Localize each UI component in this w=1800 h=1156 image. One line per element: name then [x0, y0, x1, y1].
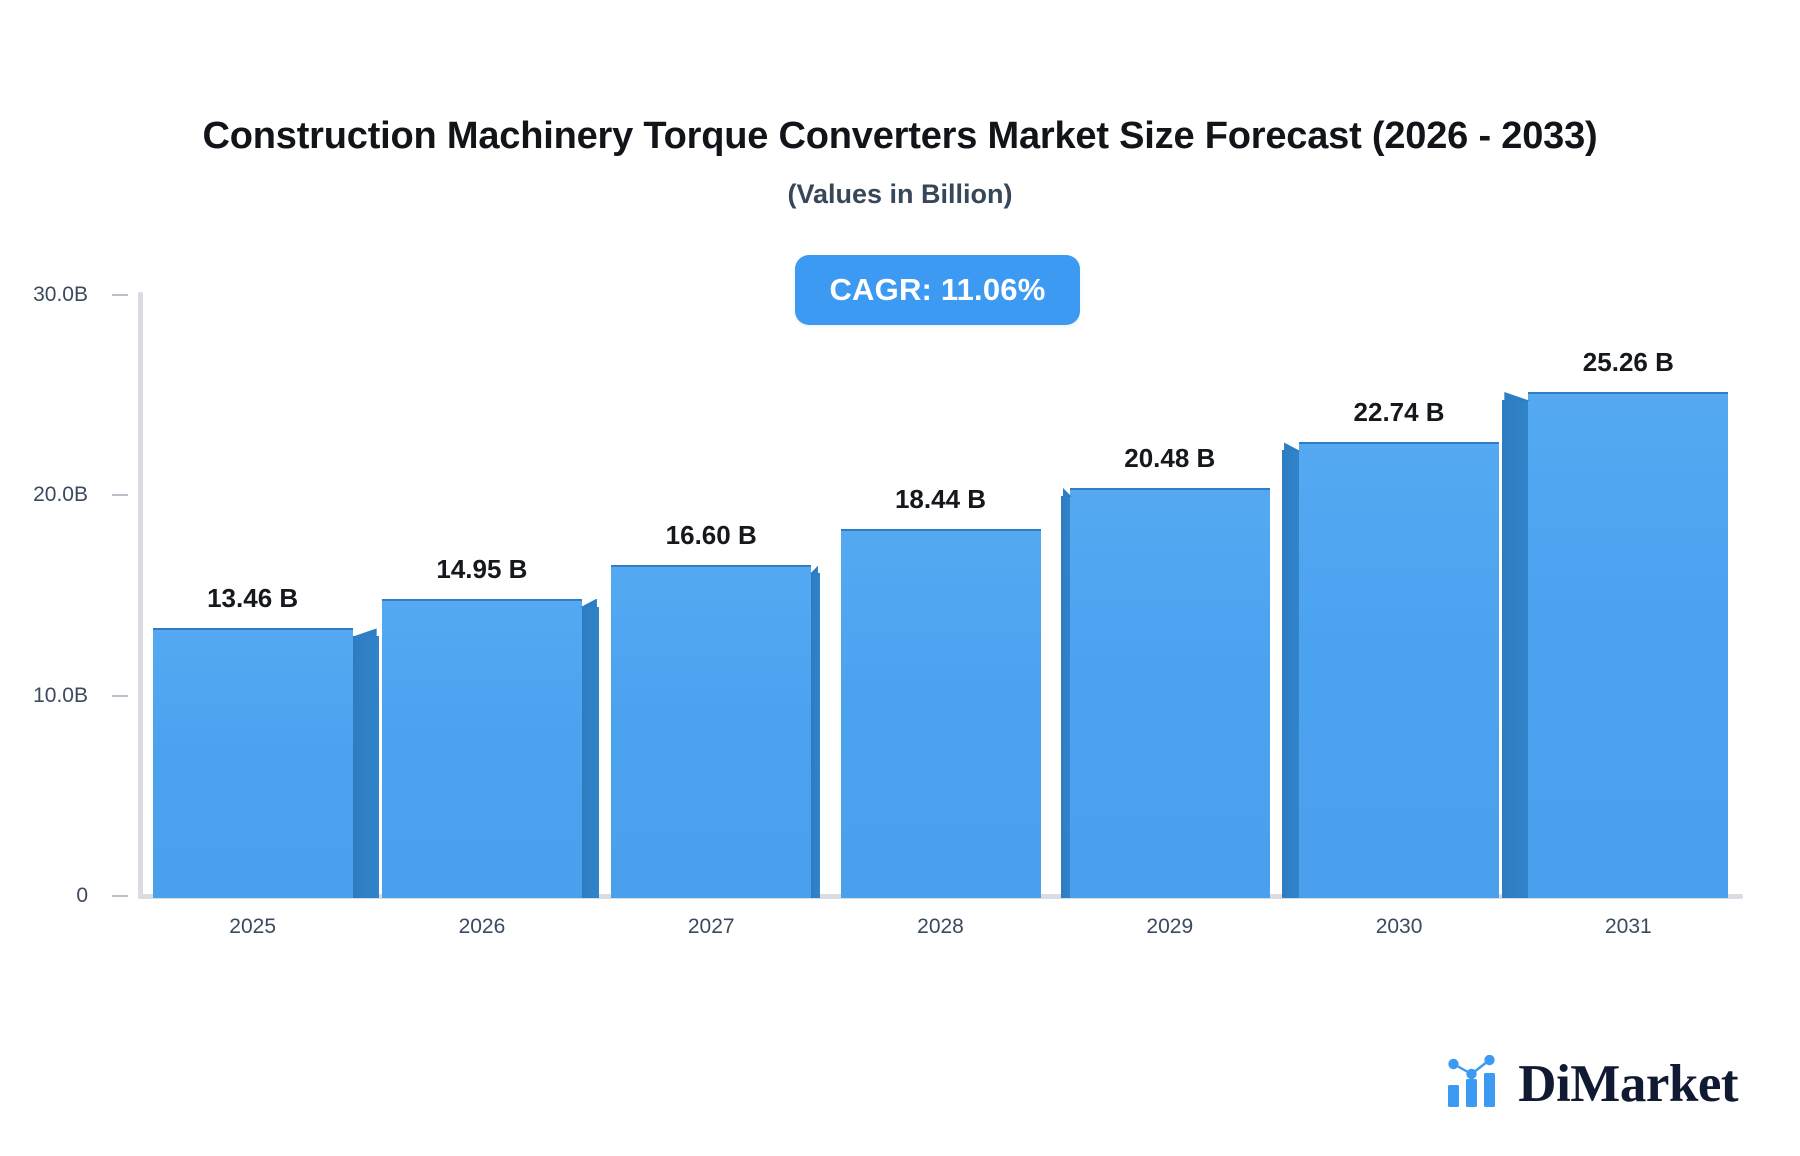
bar-front-face	[1069, 487, 1270, 898]
bar-top-face	[1504, 391, 1531, 401]
bar-value-label: 20.48 B	[1124, 442, 1216, 473]
bar-side-face	[581, 606, 599, 898]
bar-top-face	[579, 598, 597, 608]
x-axis-tick-label: 2025	[229, 915, 276, 938]
bar-side-face	[1282, 450, 1300, 898]
cagr-badge: CAGR: 11.06%	[795, 255, 1080, 325]
page-title: Construction Machinery Torque Converters…	[202, 115, 1598, 157]
x-axis-tick-label: 2029	[1146, 915, 1194, 938]
cagr-badge-label: CAGR: 11.06%	[829, 272, 1046, 307]
y-axis-tick-label: 0	[76, 884, 88, 907]
x-axis-tick-label: 2031	[1604, 915, 1652, 938]
bar-front-face	[840, 528, 1041, 898]
y-axis-tick-mark	[112, 694, 128, 697]
chart-subtitle: (Values in Billion)	[787, 179, 1013, 209]
bar-side-face	[811, 573, 821, 898]
bar-value-label: 18.44 B	[894, 483, 987, 514]
y-axis-tick-mark	[112, 294, 128, 296]
bar-item[interactable]: 20.48 B	[1060, 443, 1270, 898]
brand-logo-text: DiMarket	[1518, 1055, 1738, 1113]
bar-front-face	[1299, 442, 1500, 898]
bar-front-face	[611, 565, 812, 898]
bar-top-face	[809, 565, 819, 575]
x-axis-tick-label: 2027	[687, 915, 735, 938]
bar-item[interactable]: 22.74 B	[1282, 397, 1500, 898]
bar-item[interactable]: 18.44 B	[840, 484, 1041, 898]
bar-side-face	[1502, 399, 1529, 898]
bar-value-label: 25.26 B	[1582, 346, 1674, 377]
y-axis-tick-mark	[112, 895, 128, 897]
bar-front-face	[1528, 391, 1729, 898]
y-axis-tick-mark	[112, 494, 128, 497]
chart-header: Construction Machinery Torque Converters…	[0, 0, 1800, 210]
x-axis-tick-label: 2026	[458, 915, 506, 938]
bar-item[interactable]: 16.60 B	[611, 520, 821, 898]
brand-logo: DiMarket	[1446, 1054, 1738, 1114]
x-axis-tick-label: 2028	[917, 915, 964, 938]
bar-side-face	[352, 636, 379, 898]
bar-value-label: 22.74 B	[1353, 397, 1445, 428]
bar-item[interactable]: 14.95 B	[381, 554, 599, 898]
y-axis-tick-label: 10.0B	[33, 683, 88, 707]
bar-item[interactable]: 13.46 B	[152, 583, 379, 898]
bar-top-face	[1284, 442, 1302, 452]
bar-item[interactable]: 25.26 B	[1502, 347, 1729, 898]
bar-value-label: 16.60 B	[665, 520, 757, 551]
y-axis-tick-label: 30.0B	[33, 283, 88, 306]
bar-chart-dots-icon	[1446, 1054, 1504, 1114]
bar-front-face	[381, 598, 582, 898]
x-axis-tick-label: 2030	[1375, 915, 1423, 938]
bar-side-face	[1060, 495, 1070, 898]
bar-value-label: 13.46 B	[207, 583, 299, 614]
bar-top-face	[1062, 487, 1072, 497]
bar-front-face	[152, 628, 353, 898]
y-axis-tick-label: 20.0B	[33, 483, 88, 507]
bar-top-face	[350, 628, 377, 638]
bar-value-label: 14.95 B	[436, 553, 528, 584]
y-axis-line	[138, 292, 143, 898]
